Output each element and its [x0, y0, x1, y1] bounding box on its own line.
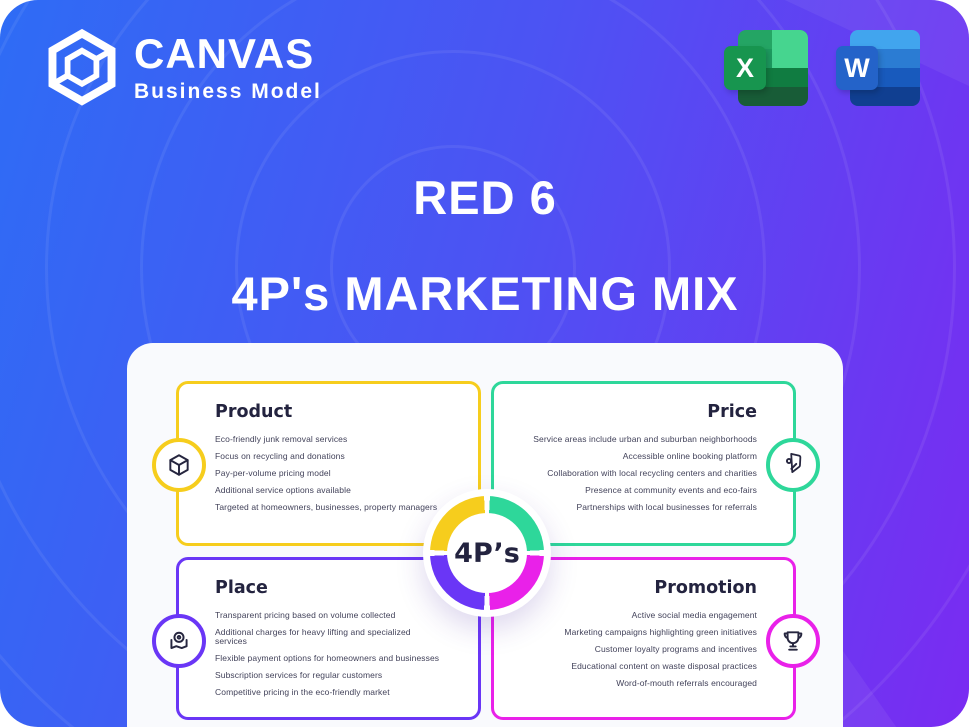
- quadrant-item: Eco-friendly junk removal services: [215, 434, 348, 444]
- quadrant-item-list: Transparent pricing based on volume coll…: [215, 611, 442, 697]
- quadrant-item: Flexible payment options for homeowners …: [215, 652, 440, 663]
- map-pin-icon: [170, 631, 188, 650]
- word-badge-letter: W: [836, 46, 878, 90]
- page-title: 4P's MARKETING MIX: [231, 267, 739, 320]
- quadrant-promotion: Promotion Active social media engagement…: [491, 557, 820, 720]
- word-stripe: [850, 30, 920, 49]
- quadrant-item: Transparent pricing based on volume coll…: [215, 610, 396, 620]
- place-icon-circle: [152, 614, 206, 668]
- center-label: 4P’s: [447, 513, 527, 593]
- quadrant-item: Service areas include urban and suburban…: [533, 434, 757, 444]
- quadrant-product: Product Eco-friendly junk removal servic…: [152, 381, 481, 546]
- quadrant-price: Price Service areas include urban and su…: [491, 381, 820, 546]
- quadrant-item: Competitive pricing in the eco-friendly …: [215, 686, 390, 697]
- quadrant-title: Price: [707, 402, 757, 422]
- four-p-ring: 4P’s: [430, 496, 544, 610]
- quadrant-item-list: Service areas include urban and suburban…: [530, 435, 757, 512]
- brand-name: CANVAS: [134, 29, 315, 77]
- quadrant-item-list: Eco-friendly junk removal services Focus …: [215, 435, 442, 512]
- promotion-icon-circle: [766, 614, 820, 668]
- quadrant-item: Additional service options available: [215, 484, 351, 495]
- quadrant-item: Additional charges for heavy lifting and…: [215, 626, 411, 646]
- quadrant-item: Pay-per-volume pricing model: [215, 467, 331, 478]
- brand-tagline: Business Model: [134, 79, 322, 103]
- quadrant-item: Presence at community events and eco-fai…: [585, 484, 757, 495]
- quadrant-title: Place: [215, 578, 268, 598]
- brand-text: CANVAS Business Model: [134, 29, 322, 104]
- trophy-icon: [783, 631, 803, 651]
- word-icon[interactable]: W: [836, 30, 920, 106]
- cube-icon: [169, 454, 189, 476]
- excel-lightcell: [772, 30, 808, 68]
- canvas-card: Product Eco-friendly junk removal servic…: [127, 343, 843, 727]
- price-icon-circle: [766, 438, 820, 492]
- quadrant-item-list: Active social media engagement Marketing …: [530, 611, 757, 688]
- quadrant-item: Customer loyalty programs and incentives: [594, 643, 757, 654]
- excel-stripe: [738, 87, 808, 106]
- quadrant-title: Promotion: [654, 578, 757, 598]
- center-medallion: 4P’s: [423, 489, 551, 617]
- word-stripe: [850, 87, 920, 106]
- office-icons: X W: [724, 30, 920, 106]
- quadrant-item: Marketing campaigns highlighting green i…: [564, 626, 757, 637]
- excel-icon[interactable]: X: [724, 30, 808, 106]
- quadrant-item: Word-of-mouth referrals encouraged: [616, 677, 757, 688]
- quadrant-item: Accessible online booking platform: [622, 450, 757, 461]
- quadrant-item: Active social media engagement: [631, 610, 757, 620]
- hexagon-logo: [48, 28, 116, 106]
- quadrant-item: Subscription services for regular custom…: [215, 669, 383, 680]
- product-icon-circle: [152, 438, 206, 492]
- quadrant-item: Collaboration with local recycling cente…: [547, 467, 757, 478]
- quadrant-item: Educational content on waste disposal pr…: [571, 660, 757, 671]
- quadrant-item: Partnerships with local businesses for r…: [576, 501, 757, 512]
- subtitle-red6: RED 6: [413, 171, 557, 224]
- price-tag-icon: [785, 452, 802, 473]
- brand-header: CANVAS Business Model: [46, 28, 322, 108]
- excel-badge-letter: X: [724, 46, 766, 90]
- quadrant-item: Targeted at homeowners, businesses, prop…: [215, 501, 438, 512]
- quadrant-title: Product: [215, 402, 293, 422]
- quadrant-item: Focus on recycling and donations: [215, 450, 345, 461]
